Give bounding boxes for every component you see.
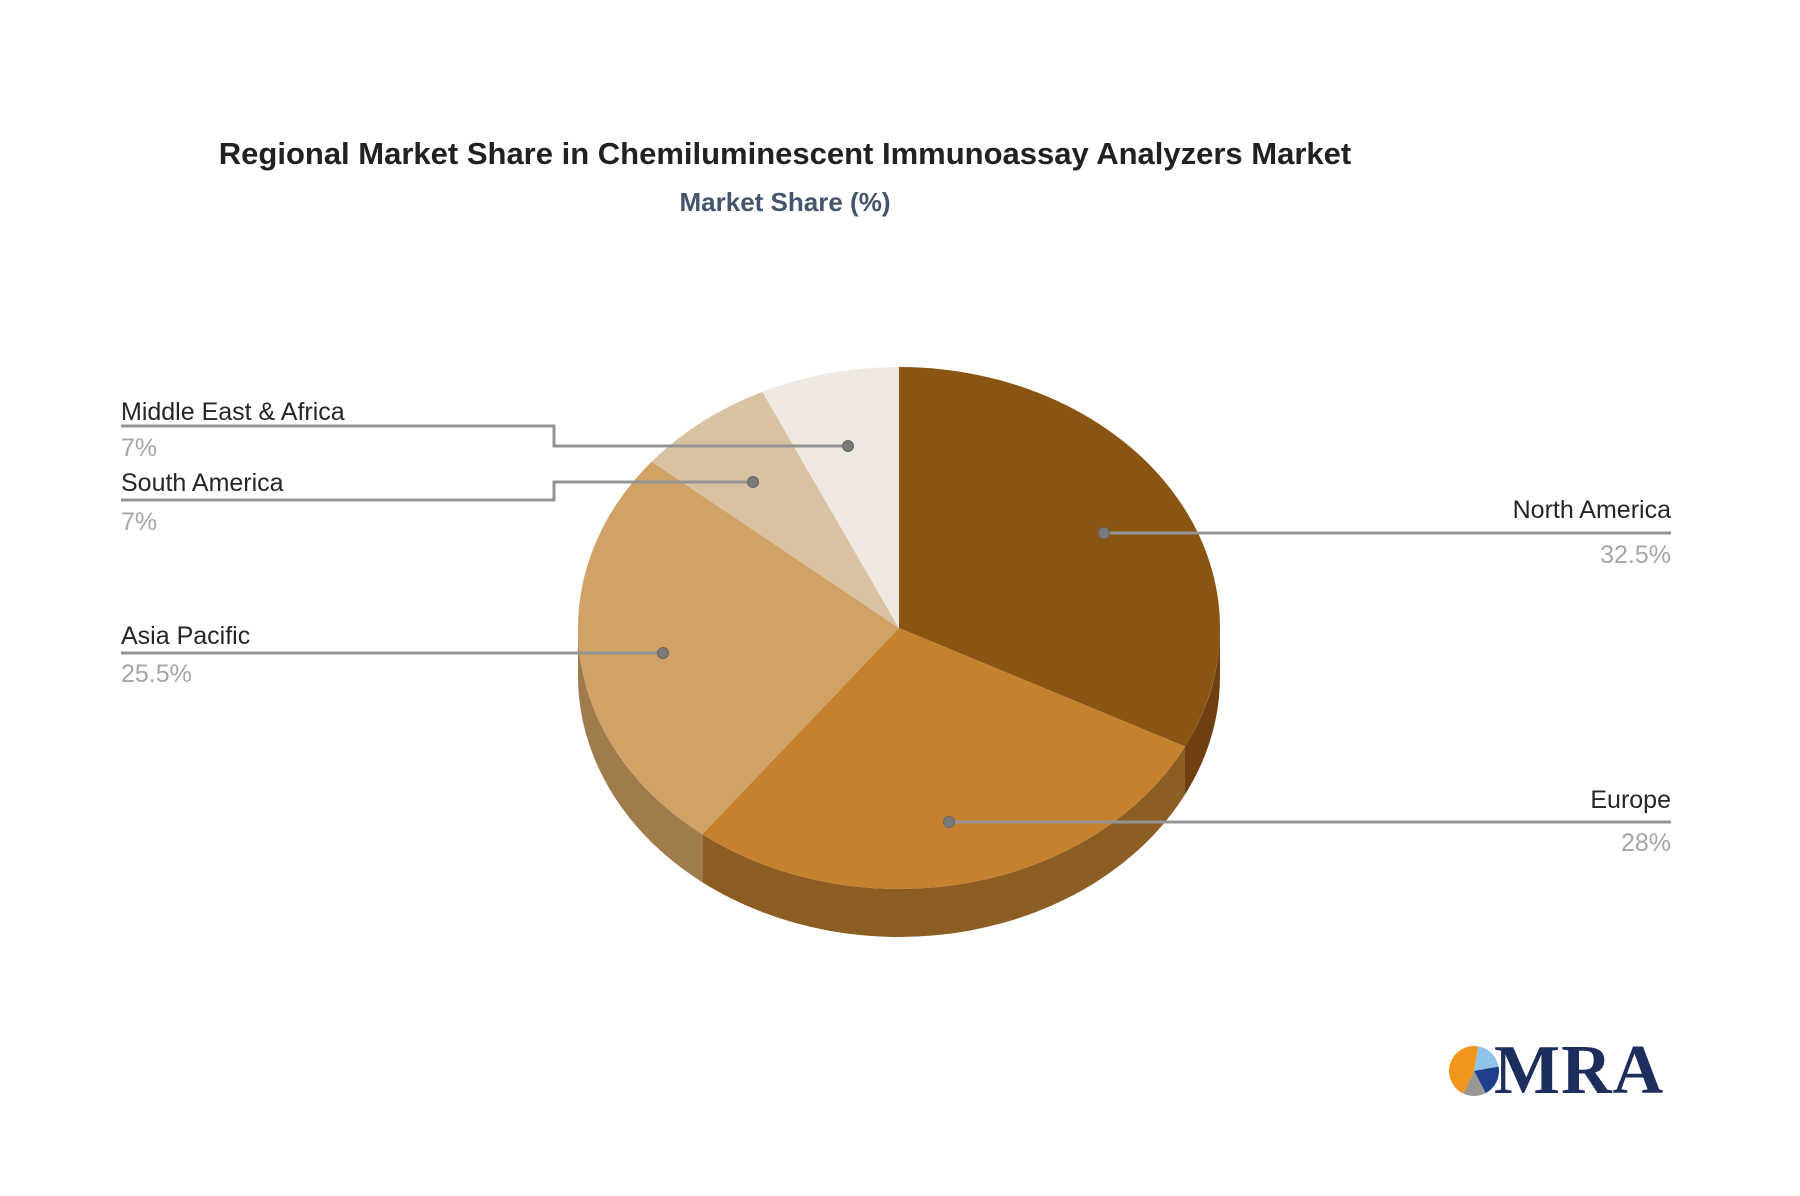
logo-text: MRA (1494, 1032, 1665, 1109)
value-asia-pacific: 25.5% (121, 660, 192, 688)
pie-walls (578, 628, 1220, 937)
label-middle-east-africa: Middle East & Africa (121, 398, 345, 426)
value-europe: 28% (1620, 829, 1671, 857)
pie-slice (651, 391, 899, 628)
pie-slice (899, 367, 1220, 747)
leader-lines (121, 424, 1671, 828)
logo-pie-icon (1449, 1046, 1499, 1096)
chart-subtitle: Market Share (%) (679, 187, 891, 217)
pie-slice (577, 461, 899, 835)
pie-slice (702, 628, 1186, 889)
label-south-america: South America (121, 469, 284, 497)
value-south-america: 7% (121, 508, 158, 536)
chart-title: Regional Market Share in Chemiluminescen… (218, 136, 1352, 171)
value-middle-east-africa: 7% (121, 434, 158, 462)
label-north-america: North America (1512, 496, 1671, 524)
brand-logo: MRA (1447, 1032, 1665, 1109)
pie-slice (762, 367, 899, 628)
pie-slices (577, 367, 1220, 889)
label-europe: Europe (1590, 786, 1671, 814)
value-north-america: 32.5% (1600, 541, 1671, 569)
label-asia-pacific: Asia Pacific (121, 622, 251, 650)
